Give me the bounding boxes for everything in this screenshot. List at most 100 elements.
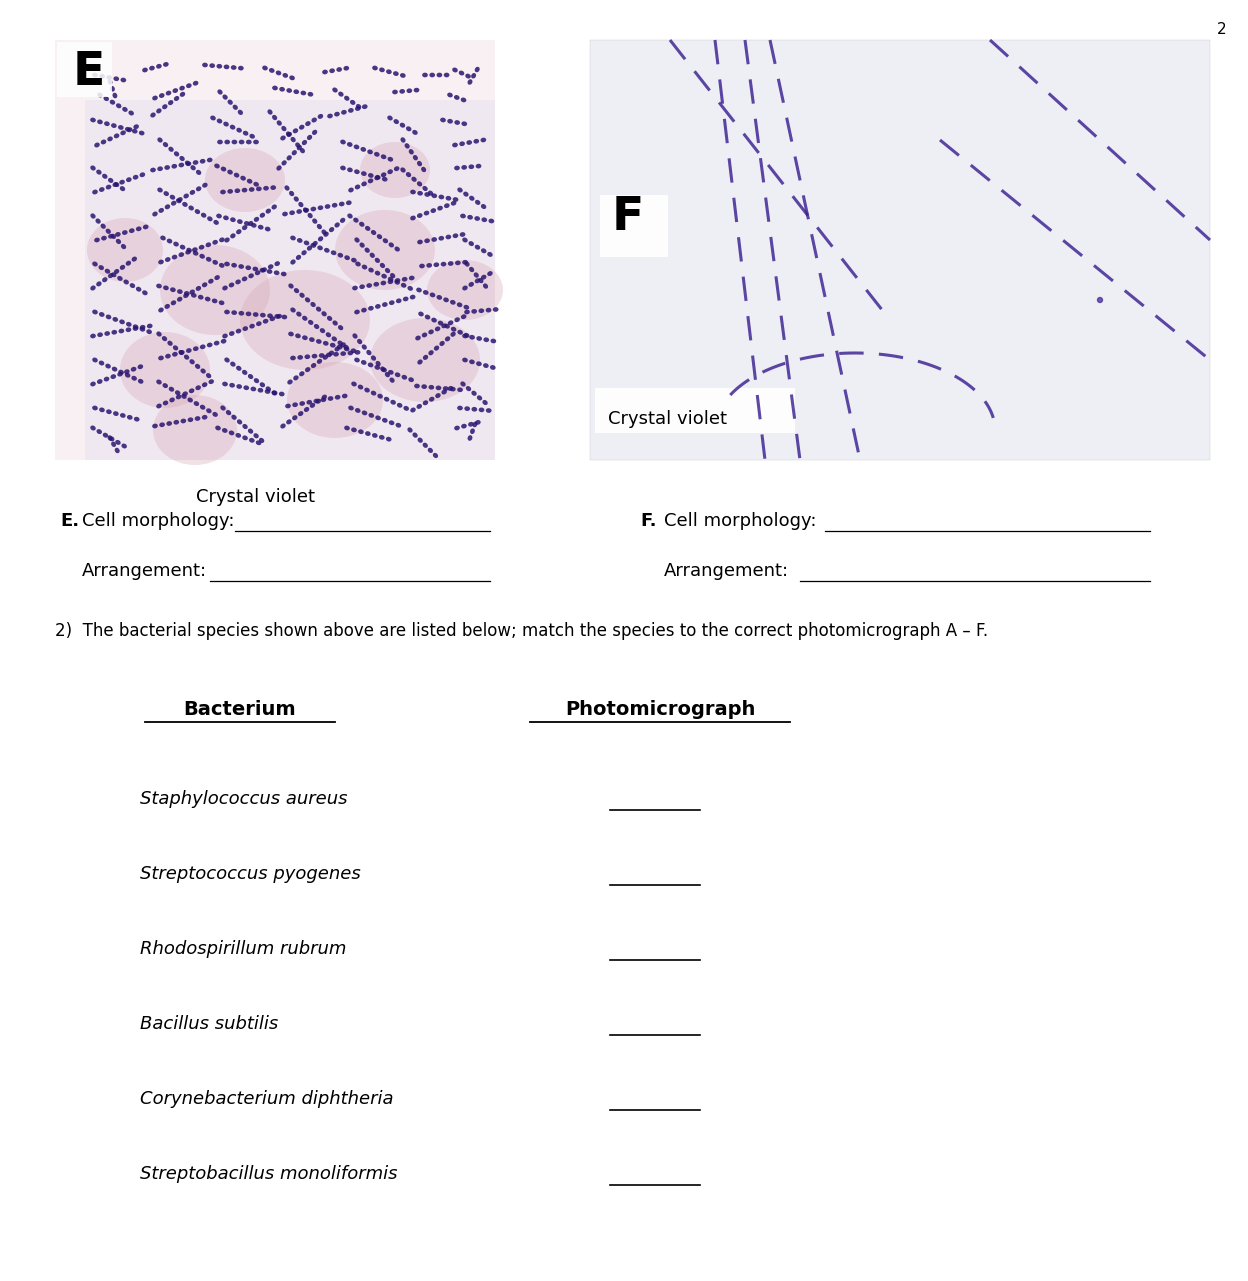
- Ellipse shape: [490, 365, 495, 370]
- Ellipse shape: [369, 252, 374, 257]
- Ellipse shape: [136, 287, 141, 292]
- Ellipse shape: [368, 412, 374, 418]
- Ellipse shape: [359, 222, 364, 227]
- Ellipse shape: [236, 128, 242, 133]
- Ellipse shape: [296, 255, 301, 260]
- Ellipse shape: [442, 323, 447, 328]
- Bar: [85, 100, 495, 460]
- Ellipse shape: [424, 210, 429, 215]
- Ellipse shape: [99, 361, 105, 365]
- Ellipse shape: [422, 333, 427, 337]
- Ellipse shape: [261, 268, 267, 272]
- Ellipse shape: [361, 360, 367, 365]
- Ellipse shape: [186, 247, 192, 252]
- Ellipse shape: [361, 147, 366, 151]
- Ellipse shape: [303, 208, 310, 213]
- Ellipse shape: [293, 90, 300, 94]
- Ellipse shape: [411, 215, 416, 220]
- Ellipse shape: [109, 178, 114, 183]
- Ellipse shape: [238, 311, 245, 315]
- Ellipse shape: [186, 83, 192, 88]
- Ellipse shape: [368, 306, 373, 311]
- Ellipse shape: [291, 307, 296, 313]
- Ellipse shape: [483, 337, 489, 342]
- Ellipse shape: [293, 375, 298, 380]
- Ellipse shape: [468, 79, 473, 85]
- Circle shape: [1097, 297, 1102, 302]
- Ellipse shape: [427, 263, 432, 268]
- Ellipse shape: [457, 302, 463, 307]
- Ellipse shape: [178, 252, 185, 257]
- Ellipse shape: [379, 263, 386, 268]
- Ellipse shape: [242, 188, 247, 192]
- Ellipse shape: [225, 140, 230, 145]
- Ellipse shape: [253, 378, 260, 383]
- Ellipse shape: [210, 63, 215, 68]
- Ellipse shape: [393, 72, 398, 76]
- Ellipse shape: [323, 232, 328, 237]
- Ellipse shape: [253, 182, 258, 187]
- Ellipse shape: [106, 229, 111, 234]
- Ellipse shape: [200, 405, 206, 410]
- Ellipse shape: [305, 297, 311, 302]
- Ellipse shape: [262, 65, 268, 70]
- Ellipse shape: [217, 140, 223, 145]
- Ellipse shape: [427, 260, 503, 320]
- Text: Cell morphology:: Cell morphology:: [82, 512, 235, 530]
- Text: Photomicrograph: Photomicrograph: [565, 699, 755, 719]
- Ellipse shape: [428, 191, 433, 196]
- Ellipse shape: [185, 250, 191, 255]
- Ellipse shape: [170, 287, 176, 292]
- Ellipse shape: [139, 131, 145, 136]
- Ellipse shape: [417, 182, 422, 187]
- Ellipse shape: [332, 202, 337, 208]
- Ellipse shape: [368, 178, 373, 183]
- Ellipse shape: [337, 252, 343, 257]
- Ellipse shape: [252, 266, 258, 272]
- Ellipse shape: [423, 443, 428, 448]
- Ellipse shape: [107, 79, 112, 85]
- Ellipse shape: [140, 173, 145, 177]
- Ellipse shape: [230, 218, 236, 222]
- Ellipse shape: [180, 156, 185, 161]
- Ellipse shape: [163, 191, 168, 196]
- Ellipse shape: [346, 200, 352, 205]
- Ellipse shape: [341, 351, 346, 356]
- Ellipse shape: [221, 339, 226, 343]
- Ellipse shape: [150, 168, 156, 173]
- Ellipse shape: [202, 63, 208, 68]
- Ellipse shape: [275, 261, 280, 266]
- Ellipse shape: [231, 65, 237, 70]
- Ellipse shape: [311, 302, 316, 307]
- Ellipse shape: [422, 186, 428, 191]
- Ellipse shape: [351, 257, 357, 263]
- Ellipse shape: [312, 129, 317, 135]
- Ellipse shape: [490, 338, 497, 343]
- Ellipse shape: [394, 279, 399, 284]
- Ellipse shape: [383, 238, 388, 243]
- Ellipse shape: [434, 346, 439, 351]
- Ellipse shape: [437, 206, 443, 210]
- Ellipse shape: [126, 177, 131, 182]
- Ellipse shape: [473, 421, 477, 428]
- Ellipse shape: [192, 81, 198, 86]
- Ellipse shape: [297, 355, 303, 360]
- Ellipse shape: [180, 86, 185, 91]
- Ellipse shape: [438, 195, 444, 200]
- Ellipse shape: [474, 245, 480, 250]
- Ellipse shape: [236, 279, 241, 284]
- Ellipse shape: [348, 187, 353, 192]
- Ellipse shape: [149, 65, 155, 70]
- Ellipse shape: [92, 406, 97, 410]
- Ellipse shape: [317, 205, 323, 210]
- Ellipse shape: [483, 283, 488, 288]
- Ellipse shape: [120, 131, 126, 136]
- Ellipse shape: [236, 433, 241, 438]
- Ellipse shape: [112, 92, 117, 99]
- Ellipse shape: [173, 242, 178, 246]
- Ellipse shape: [424, 315, 431, 319]
- Ellipse shape: [202, 183, 207, 188]
- Text: Staphylococcus aureus: Staphylococcus aureus: [140, 790, 347, 808]
- Ellipse shape: [286, 132, 291, 137]
- Ellipse shape: [114, 182, 120, 187]
